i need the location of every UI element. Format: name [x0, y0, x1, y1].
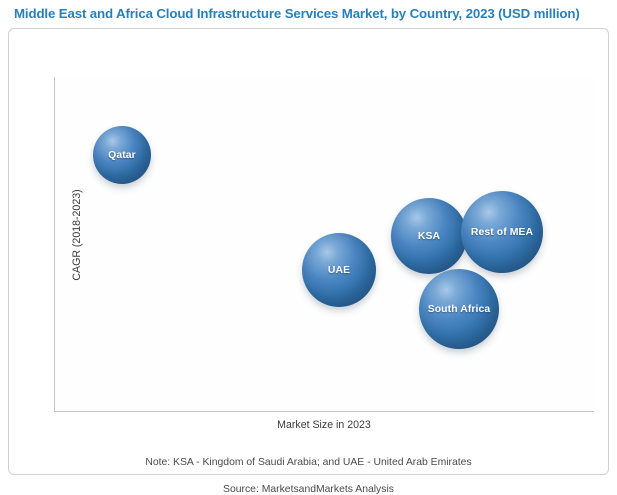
- bubble-qatar[interactable]: Qatar: [93, 126, 151, 184]
- bubble-label-south-africa: South Africa: [427, 303, 491, 315]
- bubble-ksa[interactable]: KSA: [391, 198, 467, 274]
- plot-area: CAGR (2018-2023) Qatar UAE KSA Rest of M…: [54, 77, 594, 412]
- x-axis-label: Market Size in 2023: [277, 419, 371, 431]
- page-title: Middle East and Africa Cloud Infrastruct…: [14, 6, 580, 21]
- y-axis-label: CAGR (2018-2023): [71, 189, 83, 281]
- chart-source: Source: MarketsandMarkets Analysis: [223, 484, 394, 495]
- bubble-uae[interactable]: UAE: [302, 233, 376, 307]
- bubble-label-rest-of-mea: Rest of MEA: [470, 226, 534, 238]
- bubble-rest-of-mea[interactable]: Rest of MEA: [461, 191, 543, 273]
- bubble-label-qatar: Qatar: [108, 149, 136, 161]
- bubble-label-ksa: KSA: [417, 230, 441, 242]
- bubble-label-uae: UAE: [327, 264, 351, 276]
- bubble-chart-figure: Middle East and Africa Cloud Infrastruct…: [8, 6, 609, 495]
- chart-note: Note: KSA - Kingdom of Saudi Arabia; and…: [145, 457, 472, 468]
- chart-outer-frame: CAGR (2018-2023) Qatar UAE KSA Rest of M…: [8, 28, 609, 495]
- bubble-south-africa[interactable]: South Africa: [419, 269, 499, 349]
